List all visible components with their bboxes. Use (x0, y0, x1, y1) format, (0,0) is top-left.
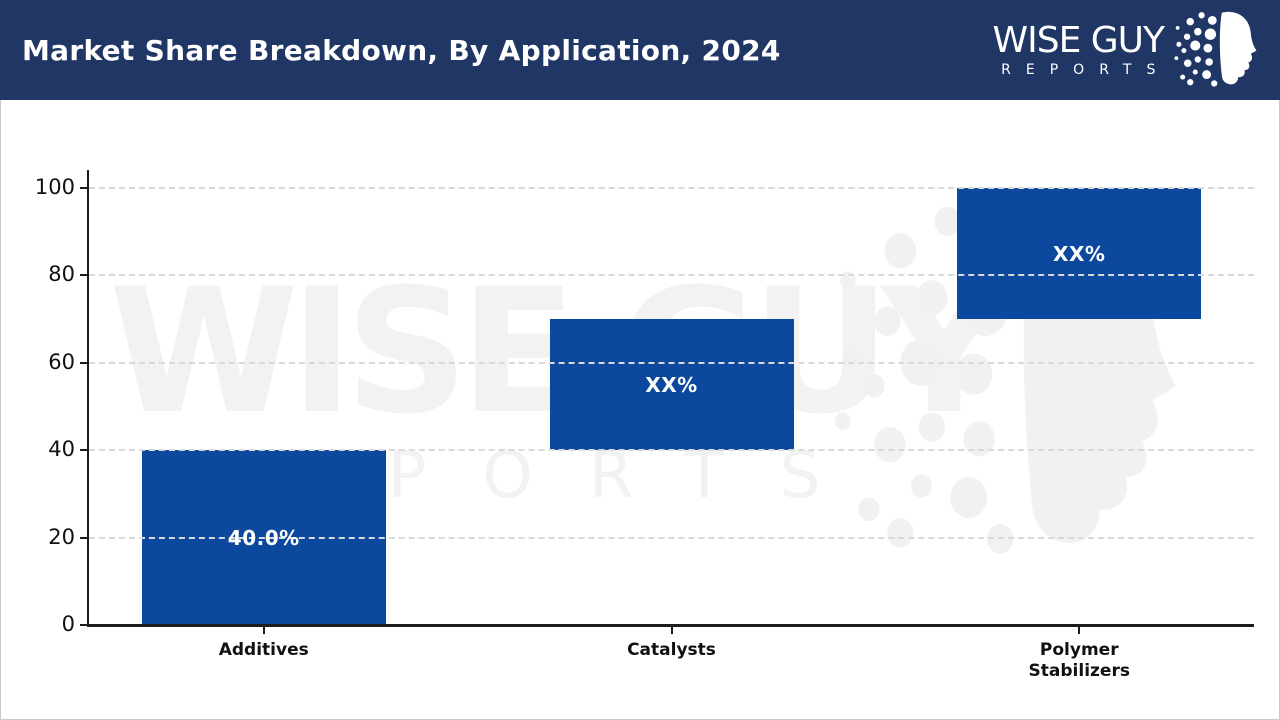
logo-wordmark: WISE GUY (992, 20, 1165, 61)
chart-canvas: WISE GUY REPORTS 0 20 40 60 80 100 40.0% Additi… (0, 100, 1280, 720)
logo-text: WISE GUY REPORTS (992, 20, 1165, 78)
y-tick-label: 100 (34, 175, 75, 199)
y-tick-20 (80, 536, 87, 539)
y-tick-80 (80, 274, 87, 277)
x-category-label-catalysts: Catalysts (627, 640, 716, 660)
y-tick-label: 80 (48, 262, 75, 287)
x-tick-additives (262, 627, 265, 634)
y-tick-40 (80, 449, 87, 452)
x-category-label-additives: Additives (218, 640, 309, 660)
x-category-label-polymer-stabilizers: Polymer Stabilizers (1028, 640, 1130, 681)
logo-face-icon (1174, 11, 1257, 87)
x-tick-polymer-stabilizers (1078, 627, 1081, 634)
y-tick-60 (80, 361, 87, 364)
wise-guy-logo: WISE GUY REPORTS (993, 9, 1263, 91)
bar-value-label: 40.0% (227, 525, 300, 550)
y-tick-label: 40 (48, 437, 75, 462)
bar-value-label: XX% (645, 372, 698, 397)
y-tick-label: 0 (61, 612, 75, 636)
header: Market Share Breakdown, By Application, … (0, 0, 1280, 100)
bar-catalysts[interactable] (549, 319, 794, 451)
gridline-20 (89, 536, 1254, 539)
y-tick-label: 20 (48, 524, 75, 549)
logo-subtitle: REPORTS (1001, 62, 1171, 78)
gridline-40 (89, 449, 1254, 452)
chart-title: Market Share Breakdown, By Application, … (22, 33, 781, 67)
bar-polymer-stabilizers[interactable] (957, 188, 1202, 320)
y-axis-line (87, 170, 89, 627)
gridline-100 (89, 187, 1254, 189)
x-tick-catalysts (670, 627, 673, 634)
gridline-60 (89, 361, 1254, 364)
bar-value-label: XX% (1053, 241, 1106, 266)
y-tick-100 (80, 187, 87, 189)
x-axis-line (87, 624, 1254, 627)
gridline-80 (89, 274, 1254, 277)
y-tick-label: 60 (48, 349, 75, 374)
y-tick-0 (80, 624, 87, 626)
